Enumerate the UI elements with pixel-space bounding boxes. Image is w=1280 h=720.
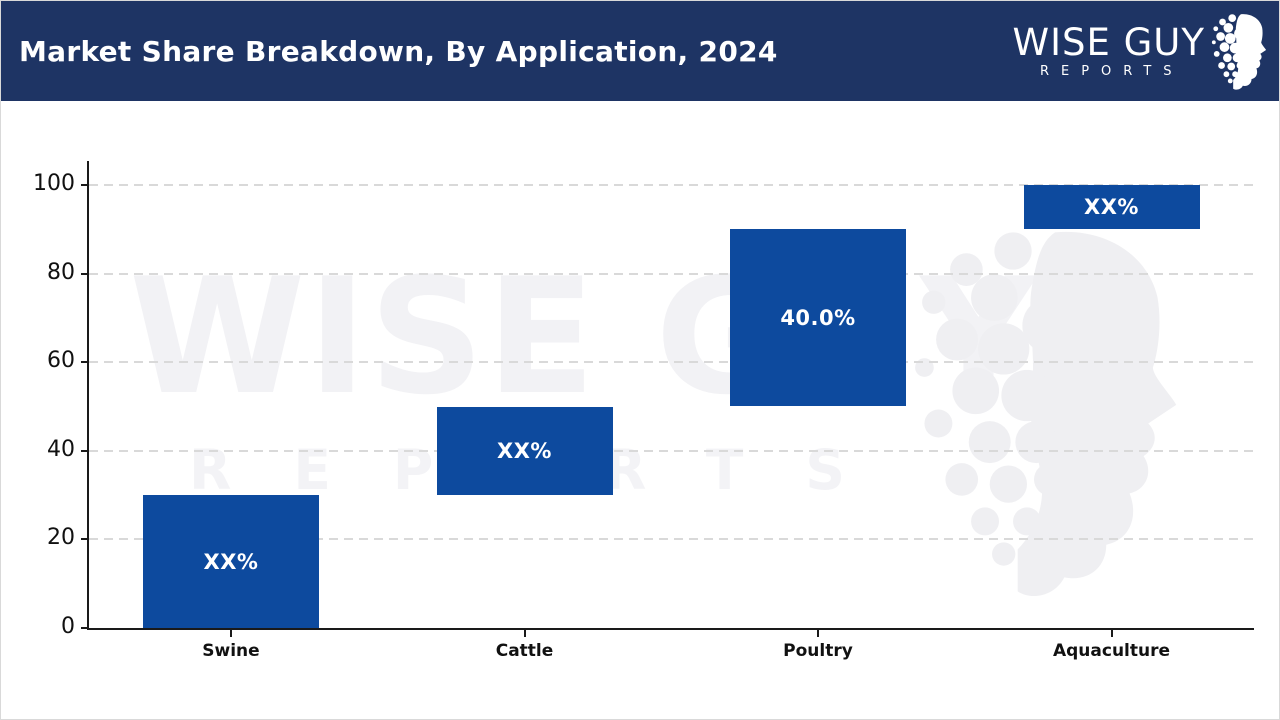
bar-value-label-cattle: XX% (497, 438, 552, 463)
y-tick-label-0: 0 (61, 614, 75, 639)
header-bar: Market Share Breakdown, By Application, … (1, 1, 1279, 101)
bar-aquaculture: XX% (1023, 185, 1200, 230)
x-category-label-swine: Swine (202, 641, 260, 661)
y-tick-80 (81, 272, 89, 275)
x-category-label-cattle: Cattle (495, 641, 554, 661)
gridline-20 (89, 538, 1254, 541)
page-title: Market Share Breakdown, By Application, … (19, 34, 778, 68)
bar-swine: XX% (143, 495, 319, 628)
gridline-40 (89, 449, 1254, 452)
y-tick-60 (81, 361, 89, 364)
brand-wordmark: WISE GUY (1012, 20, 1205, 64)
brand-subtext: REPORTS (1039, 64, 1184, 80)
bar-value-label-swine: XX% (203, 549, 259, 574)
y-tick-40 (81, 449, 89, 452)
bar-value-label-poultry: 40.0% (780, 305, 856, 330)
x-category-label-poultry: Poultry (783, 641, 853, 661)
head-profile-icon (1211, 14, 1267, 90)
x-tick-swine (230, 630, 232, 637)
bar-value-label-aquaculture: XX% (1084, 195, 1139, 220)
y-tick-label-20: 20 (47, 525, 75, 551)
x-axis (87, 628, 1254, 630)
brand-wordmark-block: WISE GUY REPORTS (1012, 20, 1205, 80)
x-tick-aquaculture (1110, 630, 1113, 637)
y-tick-20 (81, 538, 89, 541)
x-tick-poultry (817, 630, 819, 637)
head-profile-watermark (915, 231, 1177, 596)
x-tick-cattle (523, 630, 526, 637)
y-tick-label-80: 80 (47, 259, 75, 285)
y-tick-0 (81, 627, 89, 629)
x-category-label-aquaculture: Aquaculture (1052, 641, 1171, 661)
gridline-60 (89, 361, 1254, 364)
y-tick-label-60: 60 (47, 348, 75, 374)
brand-logo: WISE GUY REPORTS (1013, 9, 1267, 93)
gridline-100 (89, 184, 1254, 186)
y-tick-label-40: 40 (47, 436, 75, 462)
y-tick-label-100: 100 (33, 171, 75, 196)
bar-cattle: XX% (436, 406, 613, 496)
bar-poultry: 40.0% (730, 229, 906, 407)
gridline-80 (89, 272, 1254, 275)
y-tick-100 (81, 184, 89, 186)
y-axis (87, 161, 89, 630)
